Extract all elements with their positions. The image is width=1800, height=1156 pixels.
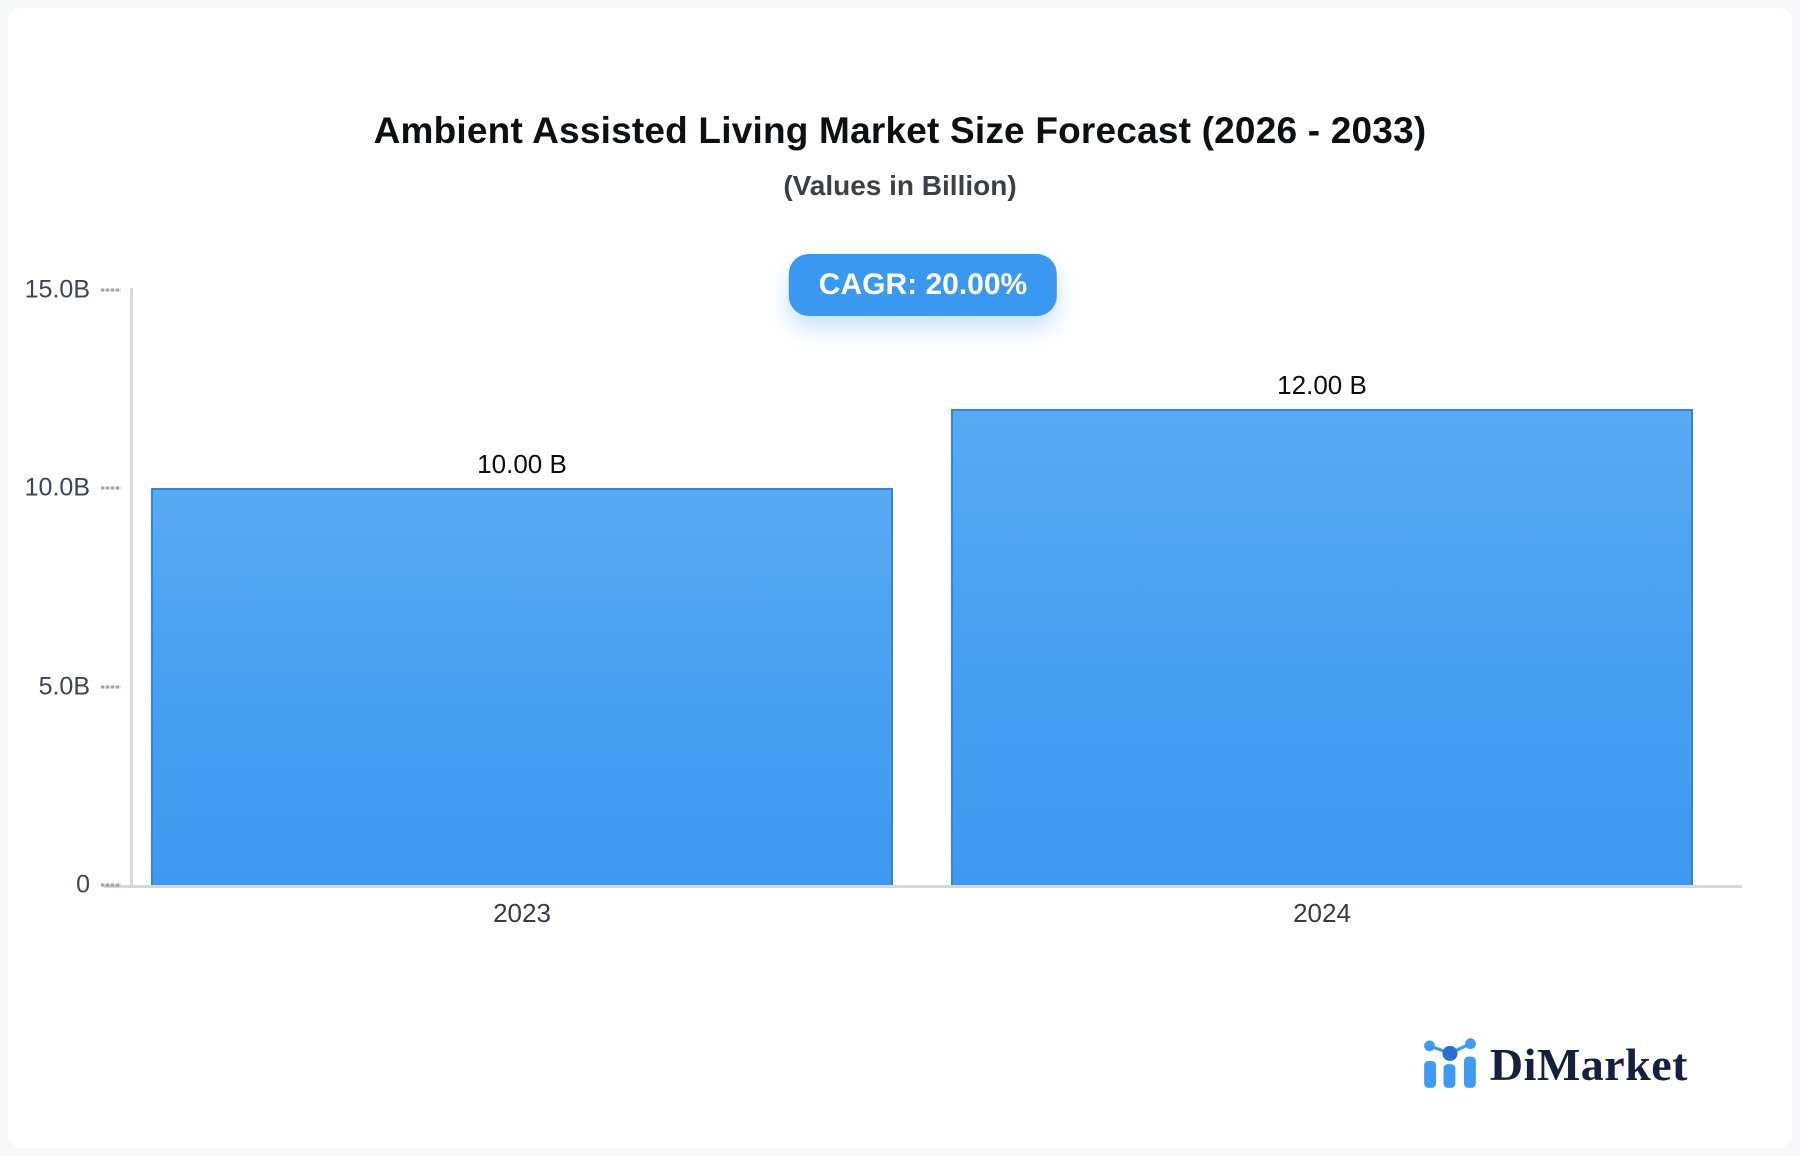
- bar-2023: [151, 488, 893, 885]
- chart-subtitle: (Values in Billion): [783, 170, 1017, 201]
- bar-value-label: 12.00 B: [1277, 370, 1367, 400]
- logo-text: DiMarket: [1489, 1039, 1688, 1090]
- logo: DiMarket: [1422, 1036, 1688, 1088]
- y-axis-line: [130, 288, 133, 887]
- y-tick-label: 10.0B: [24, 473, 90, 502]
- x-axis-label: 2023: [493, 898, 551, 928]
- y-tick-mark: [101, 685, 121, 689]
- x-axis-line: [104, 885, 1742, 888]
- bar-value-label: 10.00 B: [477, 449, 567, 479]
- y-tick-mark: [101, 288, 121, 292]
- bar-chart-logo-icon: [1423, 1038, 1476, 1088]
- chart-title: Ambient Assisted Living Market Size Fore…: [373, 110, 1427, 151]
- bar-2024: [951, 409, 1693, 885]
- y-tick-mark: [101, 883, 121, 887]
- y-tick-label: 15.0B: [24, 275, 90, 304]
- x-axis-label: 2024: [1293, 898, 1351, 928]
- y-tick-label: 5.0B: [38, 672, 90, 701]
- cagr-badge: CAGR: 20.00%: [788, 254, 1058, 316]
- y-tick-mark: [101, 486, 121, 490]
- y-tick-label: 0: [76, 870, 90, 899]
